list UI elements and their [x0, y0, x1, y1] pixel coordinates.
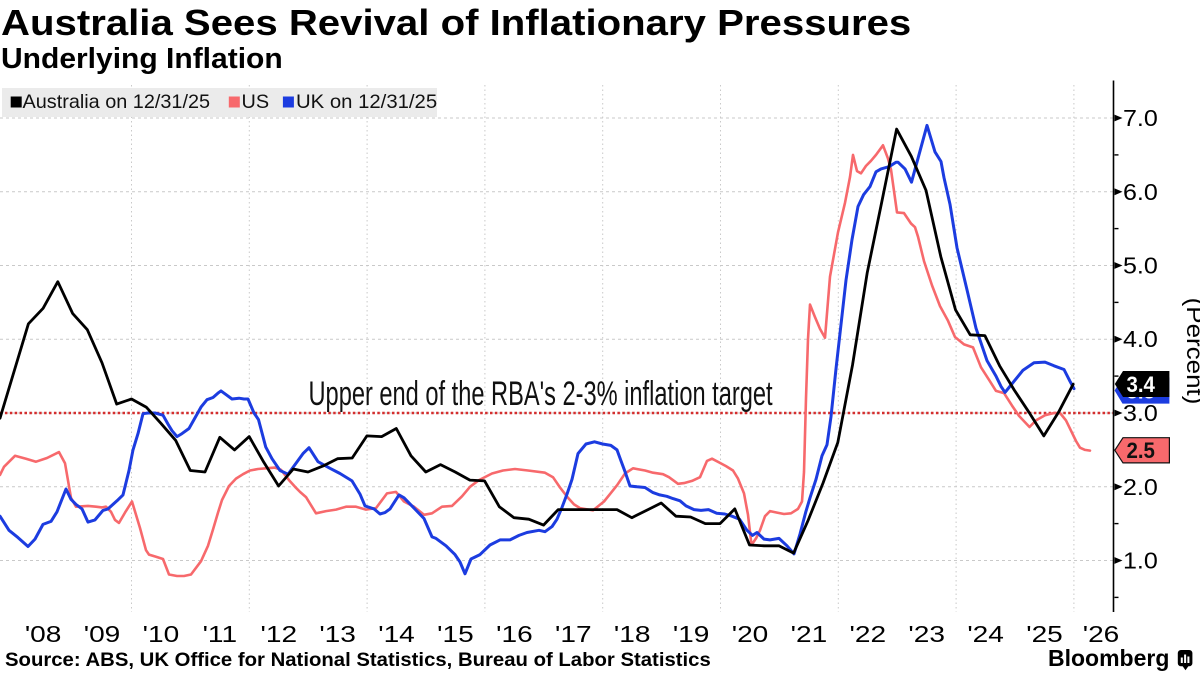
- svg-text:'23: '23: [908, 622, 945, 647]
- svg-text:'17: '17: [555, 622, 592, 647]
- svg-text:'20: '20: [732, 622, 769, 647]
- svg-text:Source: ABS, UK Office for Nat: Source: ABS, UK Office for National Stat…: [5, 649, 711, 671]
- svg-text:Bloomberg: Bloomberg: [1048, 645, 1169, 671]
- svg-text:'13: '13: [319, 622, 356, 647]
- svg-text:'21: '21: [791, 622, 828, 647]
- svg-text:'14: '14: [378, 622, 415, 647]
- svg-text:7.0: 7.0: [1123, 106, 1158, 132]
- svg-text:3.4: 3.4: [1127, 372, 1156, 397]
- svg-text:2.0: 2.0: [1123, 475, 1158, 501]
- svg-text:'24: '24: [967, 622, 1004, 647]
- svg-text:3.0: 3.0: [1123, 401, 1158, 427]
- svg-text:'09: '09: [84, 622, 121, 647]
- svg-text:US: US: [242, 91, 270, 113]
- svg-text:'25: '25: [1026, 622, 1063, 647]
- svg-text:(Percent): (Percent): [1181, 298, 1200, 405]
- svg-text:Upper end of the RBA's 2-3% in: Upper end of the RBA's 2-3% inflation ta…: [309, 376, 773, 413]
- svg-text:'26: '26: [1083, 622, 1120, 647]
- svg-text:'10: '10: [143, 622, 180, 647]
- svg-text:2.5: 2.5: [1127, 438, 1156, 463]
- svg-text:'19: '19: [673, 622, 710, 647]
- svg-text:'18: '18: [614, 622, 651, 647]
- svg-text:Australia Sees Revival of Infl: Australia Sees Revival of Inflationary P…: [1, 3, 911, 44]
- svg-text:'22: '22: [850, 622, 887, 647]
- svg-text:5.0: 5.0: [1123, 253, 1158, 279]
- svg-text:1.0: 1.0: [1123, 548, 1158, 574]
- svg-text:4.0: 4.0: [1123, 327, 1158, 353]
- svg-text:UK on 12/31/25: UK on 12/31/25: [296, 92, 437, 113]
- svg-text:'16: '16: [496, 622, 533, 647]
- svg-text:Underlying Inflation: Underlying Inflation: [1, 42, 283, 74]
- svg-text:6.0: 6.0: [1123, 180, 1158, 206]
- svg-text:'08: '08: [25, 622, 62, 647]
- svg-text:'12: '12: [261, 622, 298, 647]
- svg-text:'15: '15: [437, 622, 474, 647]
- svg-text:'11: '11: [203, 622, 237, 647]
- svg-text:Australia on 12/31/25: Australia on 12/31/25: [23, 91, 211, 113]
